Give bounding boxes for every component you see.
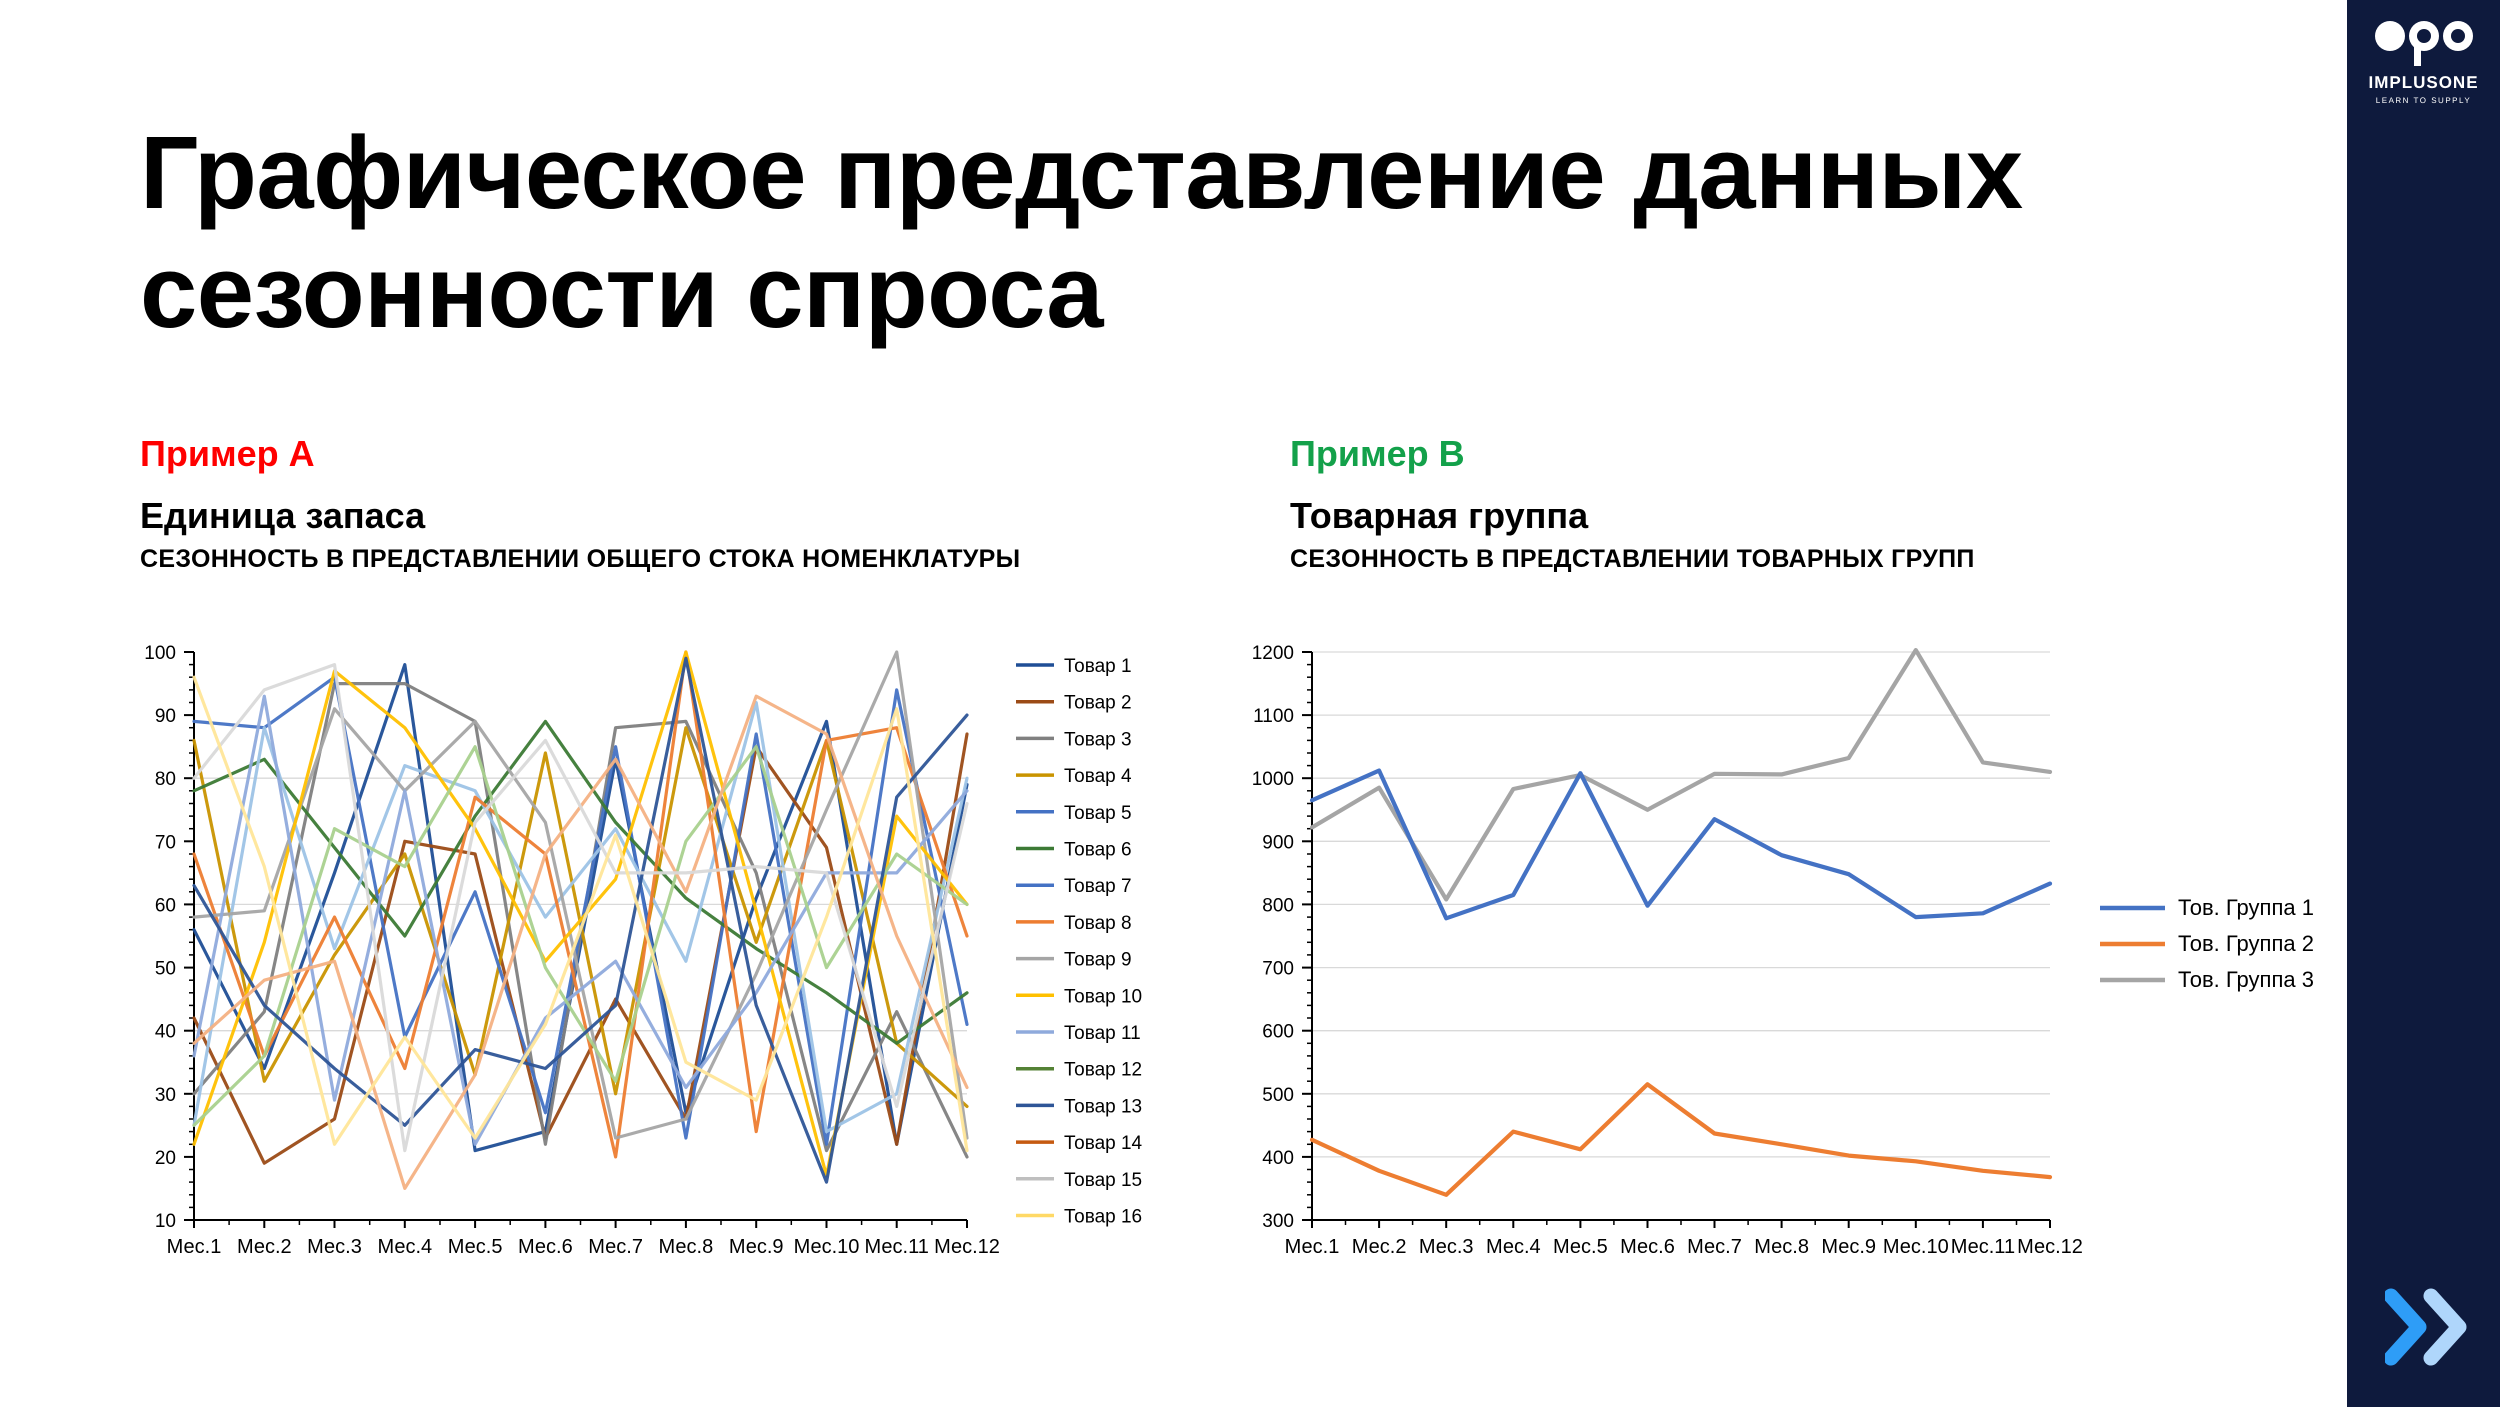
svg-text:Мес.6: Мес.6	[1620, 1236, 1675, 1258]
svg-text:1000: 1000	[1252, 769, 1294, 790]
svg-text:300: 300	[1262, 1211, 1294, 1232]
svg-text:Тов. Группа 2: Тов. Группа 2	[2178, 931, 2314, 956]
svg-text:Мес.7: Мес.7	[1687, 1236, 1742, 1258]
svg-text:900: 900	[1262, 832, 1294, 853]
svg-text:800: 800	[1262, 895, 1294, 916]
svg-text:Мес.4: Мес.4	[1486, 1236, 1541, 1258]
svg-text:Мес.3: Мес.3	[1419, 1236, 1474, 1258]
svg-text:600: 600	[1262, 1022, 1294, 1043]
svg-text:400: 400	[1262, 1148, 1294, 1169]
svg-text:Мес.5: Мес.5	[1553, 1236, 1608, 1258]
svg-text:Мес.10: Мес.10	[1883, 1236, 1949, 1258]
svg-text:700: 700	[1262, 959, 1294, 980]
svg-text:Мес.11: Мес.11	[1951, 1236, 2015, 1258]
svg-text:Тов. Группа 3: Тов. Группа 3	[2178, 967, 2314, 992]
svg-text:Мес.9: Мес.9	[1821, 1236, 1876, 1258]
svg-text:Мес.1: Мес.1	[1285, 1236, 1340, 1258]
svg-text:1100: 1100	[1253, 706, 1294, 727]
svg-text:Тов. Группа 1: Тов. Группа 1	[2178, 895, 2314, 920]
svg-text:1200: 1200	[1252, 643, 1294, 664]
svg-text:Мес.2: Мес.2	[1352, 1236, 1407, 1258]
svg-text:500: 500	[1262, 1085, 1294, 1106]
svg-text:Мес.8: Мес.8	[1754, 1236, 1809, 1258]
svg-text:Мес.12: Мес.12	[2017, 1236, 2083, 1258]
